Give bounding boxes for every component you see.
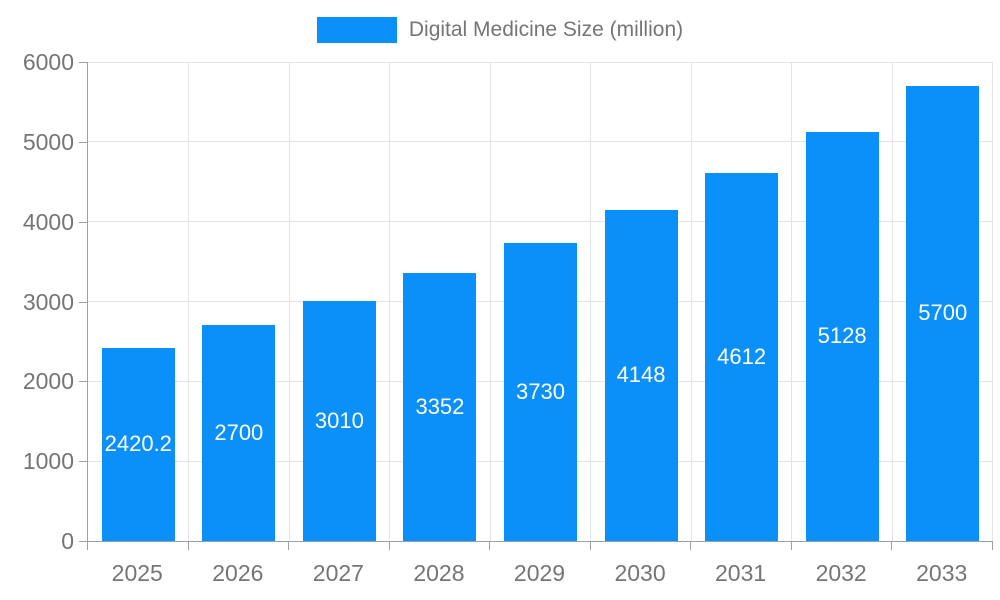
y-axis-tick-label: 0 (61, 528, 74, 554)
y-axis-tick-label: 6000 (22, 49, 74, 75)
x-axis-tick (87, 542, 88, 550)
legend-swatch (316, 17, 397, 43)
bar-2026[interactable] (202, 325, 276, 541)
y-axis-tick-label: 3000 (22, 288, 74, 315)
x-axis-tick-label: 2025 (111, 560, 163, 586)
x-axis-tick-label: 2031 (715, 560, 767, 586)
x-axis-tick-label: 2028 (413, 560, 465, 586)
x-axis-tick-label: 2027 (312, 560, 364, 586)
y-axis-tick (79, 141, 87, 143)
x-axis-tick (489, 542, 491, 550)
y-gridline (88, 221, 993, 223)
bar-2025[interactable] (101, 347, 175, 541)
y-axis-tick (79, 62, 87, 63)
x-gridline (188, 62, 190, 541)
y-axis-tick-label: 2000 (22, 368, 74, 395)
x-axis-tick (589, 542, 591, 550)
y-axis-tick (79, 461, 87, 463)
x-gridline (389, 62, 391, 541)
x-axis-tick (388, 542, 390, 550)
bar-2032[interactable] (805, 131, 879, 541)
x-axis-tick (790, 542, 792, 550)
legend[interactable]: Digital Medicine Size (million) (0, 17, 1000, 43)
y-axis-tick (79, 381, 87, 383)
x-axis-tick-label: 2026 (212, 560, 264, 586)
x-axis-tick (288, 542, 290, 550)
bar-2033[interactable] (906, 85, 980, 541)
bar-2027[interactable] (302, 300, 376, 541)
bar-2031[interactable] (705, 172, 779, 541)
x-gridline (891, 62, 893, 541)
y-axis-tick (79, 541, 87, 542)
x-axis-tick (187, 542, 189, 550)
x-axis-tick (891, 542, 893, 550)
bar-2028[interactable] (403, 273, 477, 541)
x-gridline (288, 62, 290, 541)
y-axis-tick-label: 1000 (22, 448, 74, 475)
x-gridline (590, 62, 592, 541)
y-axis-tick (79, 221, 87, 223)
y-axis-tick-label: 5000 (22, 128, 74, 155)
bar-2030[interactable] (604, 209, 678, 541)
bar-2029[interactable] (504, 243, 577, 541)
y-axis-tick-label: 4000 (22, 208, 74, 235)
x-axis-tick-label: 2030 (614, 560, 666, 586)
x-axis-tick-label: 2033 (916, 560, 968, 586)
x-axis-tick-label: 2032 (815, 560, 867, 586)
y-axis-tick (79, 301, 87, 303)
legend-label: Digital Medicine Size (million) (408, 18, 684, 41)
x-gridline (791, 62, 793, 541)
plot-area: 2420.2 2700 3010 3352 3730 4148 4612 5128 5700 (87, 62, 993, 542)
x-axis-tick (992, 542, 993, 550)
x-gridline (992, 62, 993, 541)
x-gridline (489, 62, 491, 541)
x-axis-tick (690, 542, 692, 550)
x-axis-tick-label: 2029 (513, 560, 566, 586)
x-gridline (690, 62, 692, 541)
y-gridline (88, 62, 993, 63)
y-gridline (88, 141, 993, 143)
